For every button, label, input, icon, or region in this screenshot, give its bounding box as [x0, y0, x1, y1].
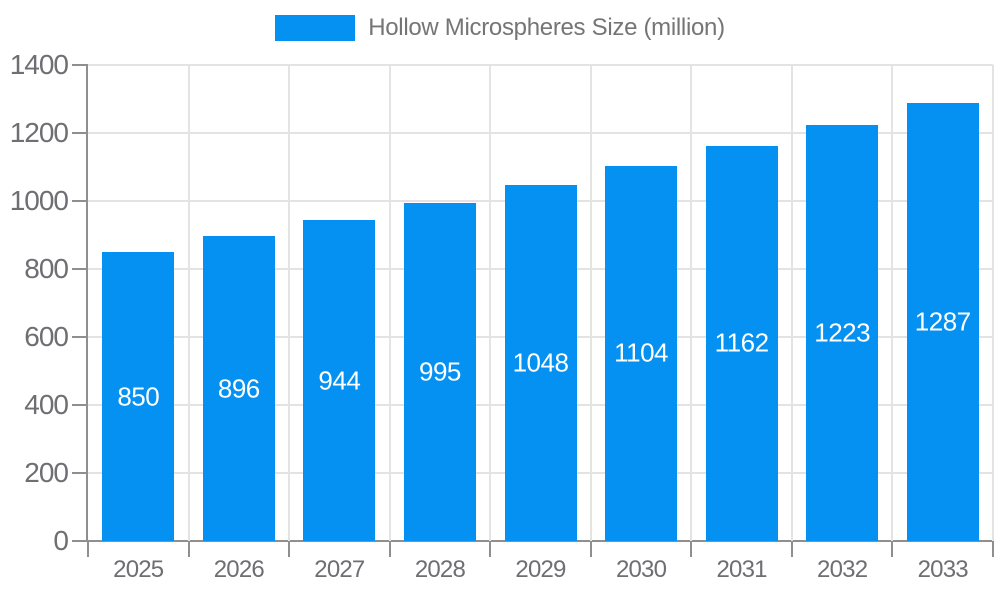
bar-value-label: 995: [418, 356, 461, 387]
y-axis-tick-label: 600: [24, 321, 69, 352]
bar-2028[interactable]: 995: [403, 202, 476, 541]
y-axis-tick: [72, 472, 88, 474]
bar-2026[interactable]: 896: [202, 236, 275, 541]
x-axis-tick: [992, 542, 994, 557]
bar-value-label: 1287: [914, 306, 971, 337]
gridline-horizontal: [88, 64, 993, 66]
legend-label: Hollow Microspheres Size (million): [368, 14, 725, 41]
x-axis-tick-label: 2030: [615, 556, 667, 583]
y-axis-line: [86, 65, 88, 541]
y-axis-tick: [72, 200, 88, 202]
legend-swatch: [275, 15, 356, 41]
bar-2032[interactable]: 1223: [806, 125, 879, 541]
bar-2033[interactable]: 1287: [906, 103, 979, 541]
bar-value-label: 1162: [714, 327, 769, 358]
x-axis-tick: [187, 542, 190, 557]
x-axis-tick: [690, 542, 693, 557]
bar-value-label: 850: [117, 381, 160, 411]
bar-value-label: 1223: [814, 317, 871, 348]
y-axis-tick-label: 400: [24, 389, 69, 420]
bar-value-label: 944: [318, 365, 361, 395]
y-axis-tick: [72, 336, 88, 338]
bar-2031[interactable]: 1162: [705, 145, 778, 541]
legend[interactable]: Hollow Microspheres Size (million): [0, 14, 1000, 42]
gridline-vertical: [187, 65, 190, 541]
y-axis-tick: [72, 64, 88, 66]
bar-2027[interactable]: 944: [303, 220, 376, 541]
x-axis-tick-label: 2028: [414, 556, 466, 583]
x-axis-tick: [790, 542, 793, 557]
y-axis-tick-label: 200: [24, 457, 69, 488]
bar-2025[interactable]: 850: [102, 252, 175, 541]
x-axis-line: [86, 540, 994, 542]
gridline-vertical: [790, 65, 793, 541]
y-axis-tick: [72, 132, 88, 134]
x-axis-tick-label: 2031: [716, 556, 768, 583]
gridline-vertical: [489, 65, 492, 541]
bar-value-label: 1104: [614, 337, 668, 368]
x-axis-tick-label: 2029: [515, 556, 566, 583]
x-axis-tick: [388, 542, 391, 557]
bar-value-label: 896: [217, 373, 260, 404]
gridline-vertical: [992, 65, 994, 541]
x-axis-tick: [489, 542, 492, 557]
bar-2029[interactable]: 1048: [504, 184, 577, 541]
x-axis-tick-label: 2027: [314, 556, 365, 583]
bar-value-label: 1048: [512, 347, 569, 378]
y-axis-tick-label: 1000: [9, 185, 69, 216]
x-axis-tick-label: 2026: [213, 556, 265, 583]
x-axis-tick: [589, 542, 592, 557]
x-axis-tick: [87, 542, 89, 557]
y-axis-tick: [72, 268, 88, 270]
x-axis-tick-label: 2025: [113, 556, 164, 583]
y-axis-tick-label: 1200: [9, 117, 69, 148]
y-axis-tick: [72, 404, 88, 406]
gridline-vertical: [690, 65, 693, 541]
y-axis-tick-label: 0: [53, 525, 69, 556]
y-axis-tick: [72, 540, 88, 542]
x-axis-tick-label: 2033: [917, 556, 969, 583]
x-axis-tick: [288, 542, 291, 557]
plot-area: 850 896 944 995 1048 1104 1162 1223 1287: [88, 64, 994, 541]
bar-2030[interactable]: 1104: [605, 165, 678, 541]
gridline-vertical: [589, 65, 592, 541]
gridline-horizontal: [88, 132, 993, 134]
gridline-vertical: [891, 65, 894, 541]
x-axis-tick: [891, 542, 894, 557]
y-axis-tick-label: 800: [24, 253, 69, 284]
y-axis-tick-label: 1400: [9, 49, 69, 80]
gridline-vertical: [288, 65, 291, 541]
gridline-vertical: [388, 65, 391, 541]
x-axis-tick-label: 2032: [817, 556, 868, 583]
